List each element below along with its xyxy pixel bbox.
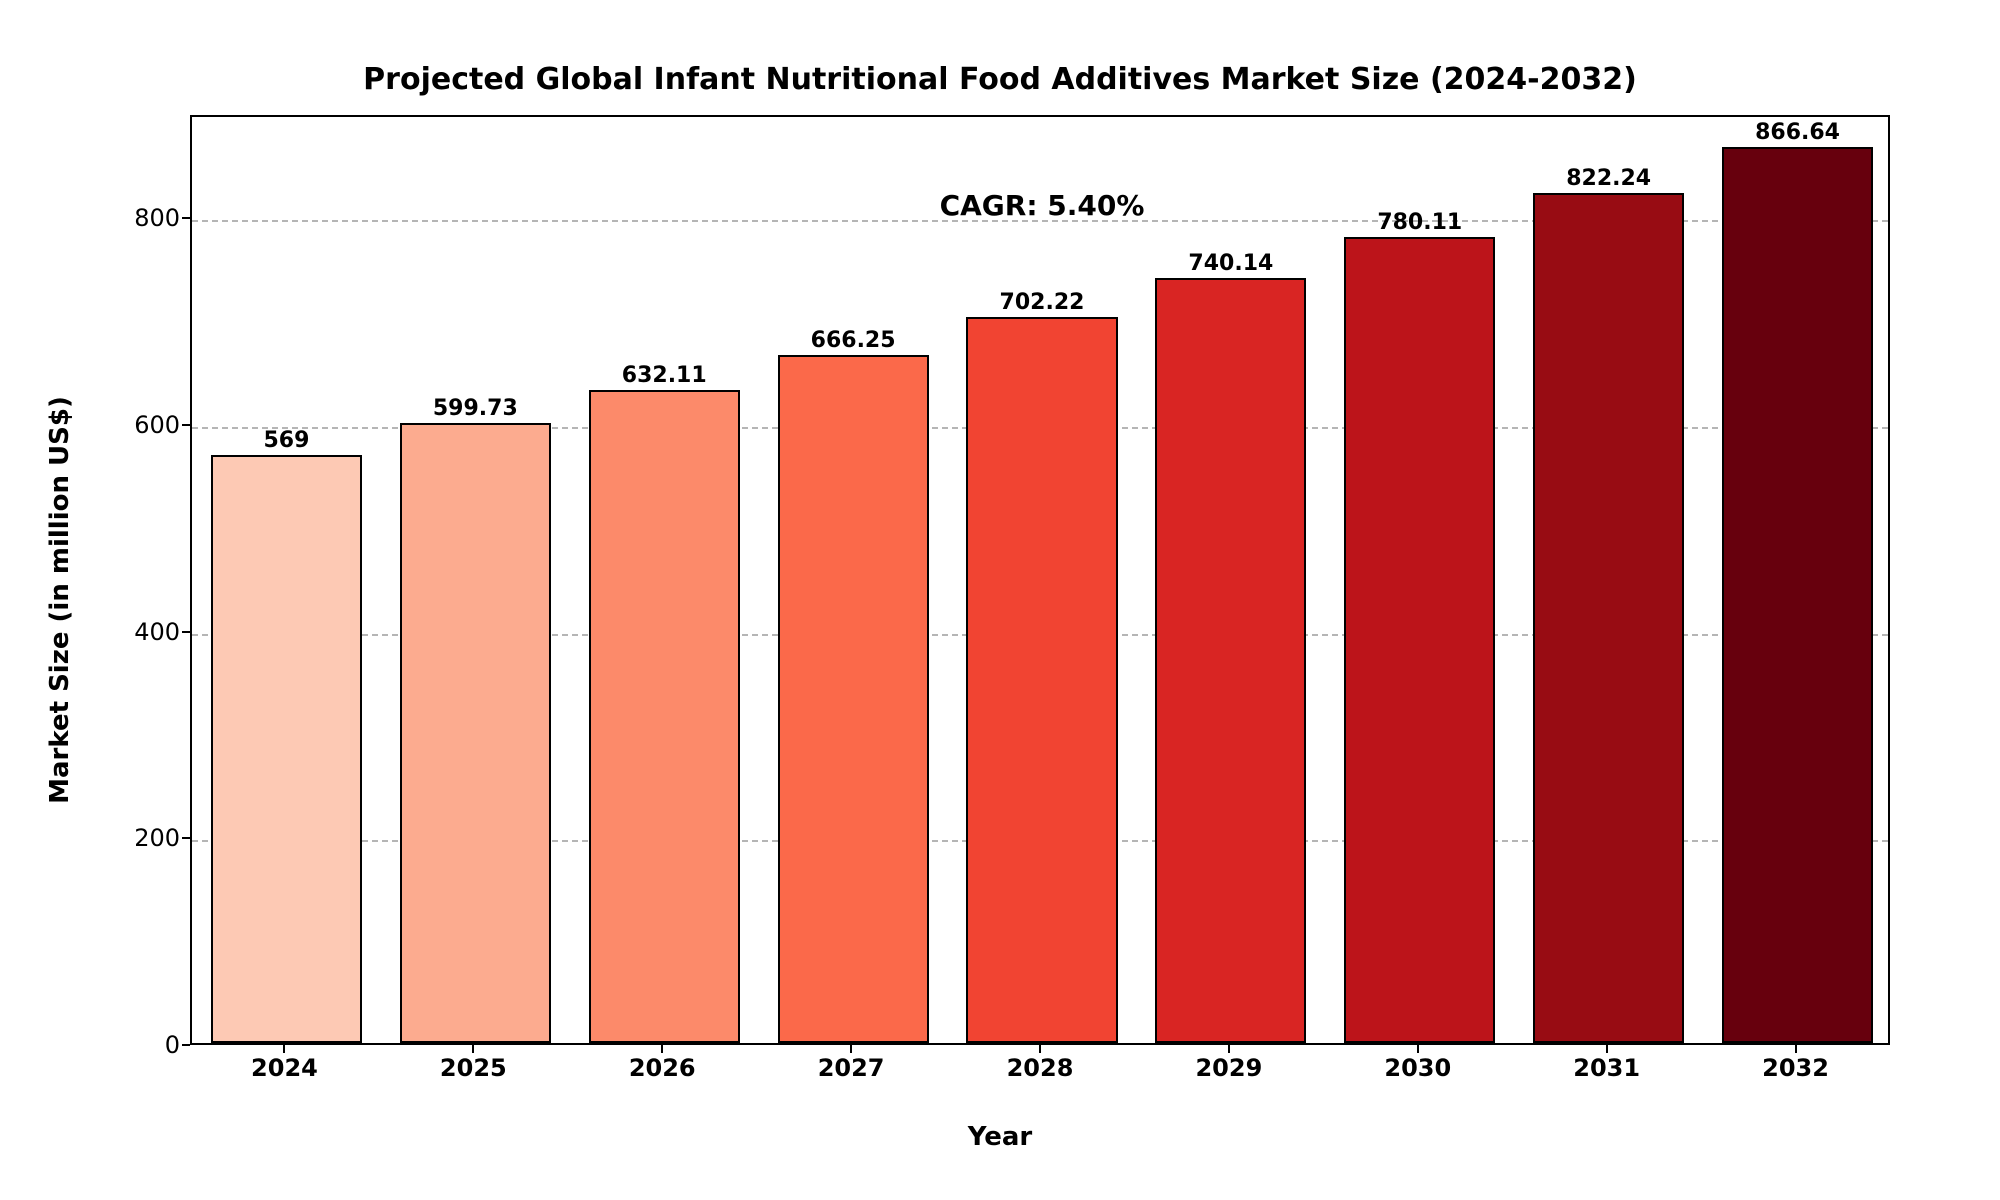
x-tick-label: 2029	[1195, 1054, 1262, 1082]
x-tick-mark	[1417, 1045, 1419, 1053]
x-tick-mark	[1039, 1045, 1041, 1053]
x-tick-label: 2030	[1384, 1054, 1451, 1082]
bar-value-label: 822.24	[1566, 166, 1651, 191]
chart-title: Projected Global Infant Nutritional Food…	[0, 62, 2000, 97]
y-tick-mark	[182, 631, 190, 633]
x-tick-mark	[661, 1045, 663, 1053]
bar-value-label: 866.64	[1755, 120, 1840, 145]
cagr-annotation: CAGR: 5.40%	[940, 189, 1145, 222]
bar-2030	[1344, 237, 1495, 1043]
x-tick-label: 2032	[1762, 1054, 1829, 1082]
x-tick-mark	[1795, 1045, 1797, 1053]
chart-figure: Projected Global Infant Nutritional Food…	[0, 0, 2000, 1200]
x-tick-label: 2025	[440, 1054, 507, 1082]
y-tick-mark	[182, 424, 190, 426]
x-axis-label: Year	[0, 1122, 2000, 1152]
bar-value-label: 632.11	[622, 363, 707, 388]
bar-2032	[1722, 147, 1873, 1043]
bar-2024	[211, 455, 362, 1043]
bar-value-label: 702.22	[1000, 290, 1085, 315]
bar-value-label: 780.11	[1377, 210, 1462, 235]
x-tick-mark	[472, 1045, 474, 1053]
y-tick-label: 200	[80, 824, 180, 852]
bar-value-label: 599.73	[433, 396, 518, 421]
x-tick-mark	[1606, 1045, 1608, 1053]
bar-2026	[589, 390, 740, 1043]
y-tick-mark	[182, 837, 190, 839]
bar-2031	[1533, 193, 1684, 1043]
y-tick-label: 400	[80, 618, 180, 646]
y-tick-mark	[182, 1044, 190, 1046]
x-tick-label: 2024	[251, 1054, 318, 1082]
x-tick-mark	[1228, 1045, 1230, 1053]
bar-2027	[778, 355, 929, 1043]
x-tick-label: 2031	[1573, 1054, 1640, 1082]
bar-value-label: 666.25	[811, 328, 896, 353]
x-tick-mark	[283, 1045, 285, 1053]
y-axis-label: Market Size (in million US$)	[45, 396, 75, 804]
bar-2029	[1155, 278, 1306, 1043]
y-tick-mark	[182, 217, 190, 219]
y-tick-label: 0	[80, 1031, 180, 1059]
x-tick-label: 2026	[629, 1054, 696, 1082]
x-tick-mark	[850, 1045, 852, 1053]
bar-2028	[966, 317, 1117, 1043]
x-tick-label: 2027	[818, 1054, 885, 1082]
x-tick-label: 2028	[1007, 1054, 1074, 1082]
y-tick-label: 600	[80, 411, 180, 439]
y-tick-label: 800	[80, 204, 180, 232]
bar-value-label: 569	[263, 428, 309, 453]
bar-2025	[400, 423, 551, 1043]
bar-value-label: 740.14	[1188, 251, 1273, 276]
plot-area: CAGR: 5.40% 569 599.73 632.11 666.25 702.22 7…	[190, 115, 1890, 1045]
